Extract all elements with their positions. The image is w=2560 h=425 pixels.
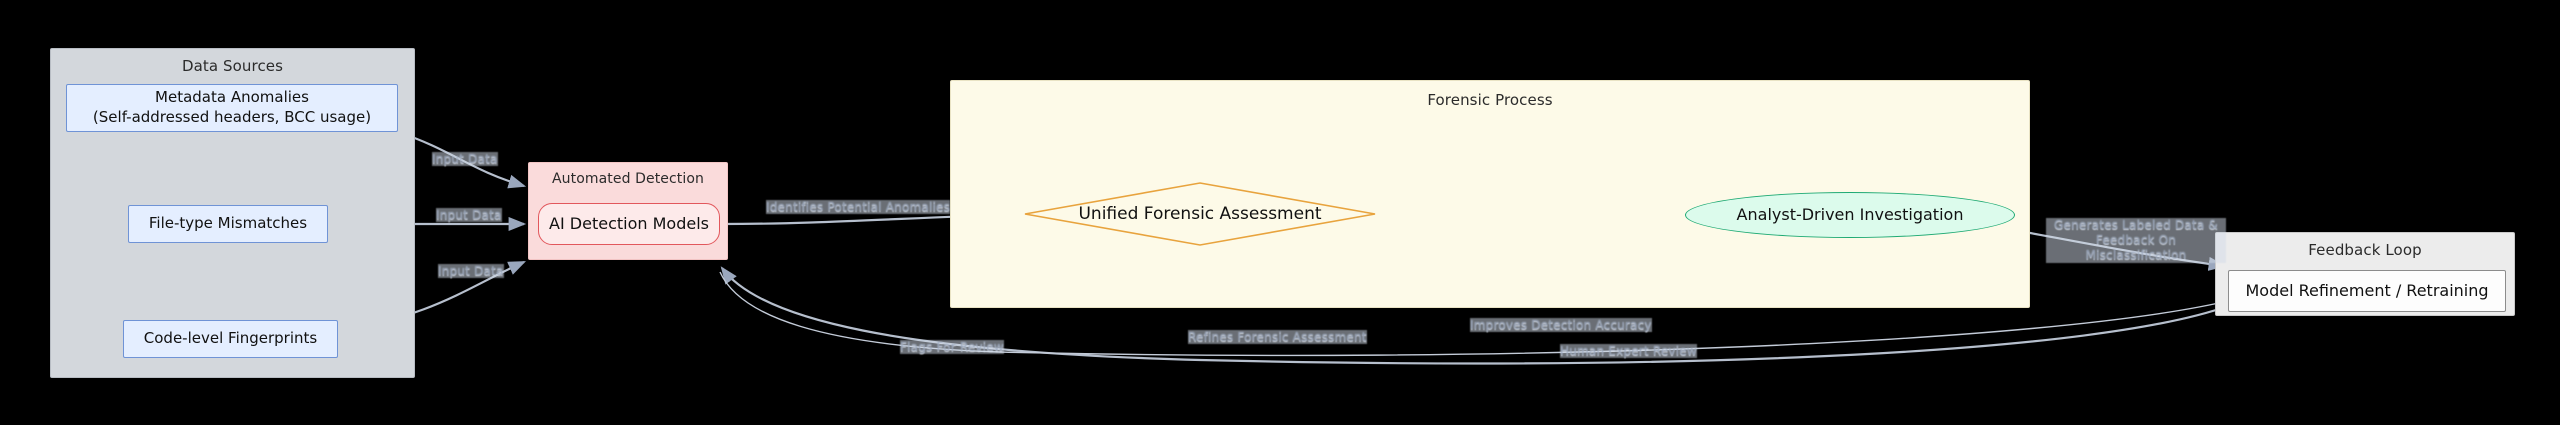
node-ai-detection-models-label: AI Detection Models [549,214,709,234]
edge-label-flags-for-review: Flags For Review [900,340,1004,354]
node-metadata-anomalies-line1: Metadata Anomalies [155,88,309,107]
node-analyst-driven-investigation[interactable]: Analyst-Driven Investigation [1685,192,2015,238]
node-unified-forensic-assessment[interactable]: Unified Forensic Assessment [1030,186,1370,242]
edge-label-input-data-2: Input Data [436,208,502,222]
subgraph-title-feedback-loop: Feedback Loop [2308,241,2422,259]
subgraph-title-data-sources: Data Sources [181,57,284,75]
node-ai-detection-models[interactable]: AI Detection Models [538,203,720,245]
subgraph-title-automated-detection: Automated Detection [551,171,705,187]
edge-label-identifies-potential-anomalies: Identifies Potential Anomalies [766,200,951,214]
edge-label-refines-forensic-assessment: Refines Forensic Assessment [1188,330,1367,344]
node-model-refinement-retraining[interactable]: Model Refinement / Retraining [2228,270,2506,312]
edge-label-generates-labeled-data-line2: Feedback On Misclassification [2085,233,2187,262]
edge-label-improves-detection-accuracy: Improves Detection Accuracy [1470,318,1652,332]
node-unified-forensic-assessment-shape [1024,182,1376,246]
edge-label-input-data-1: Input Data [432,152,498,166]
edge-label-input-data-3: Input Data [438,264,504,278]
node-file-type-mismatches[interactable]: File-type Mismatches [128,205,328,243]
node-metadata-anomalies-line2: (Self-addressed headers, BCC usage) [92,108,372,126]
node-file-type-mismatches-label: File-type Mismatches [148,214,308,233]
node-code-level-fingerprints[interactable]: Code-level Fingerprints [123,320,338,358]
edge-label-human-expert-review: Human Expert Review [1560,344,1697,358]
node-model-refinement-retraining-label: Model Refinement / Retraining [2245,281,2489,301]
node-metadata-anomalies[interactable]: Metadata Anomalies (Self-addressed heade… [66,84,398,132]
edge-label-generates-labeled-data: Generates Labeled Data & Feedback On Mis… [2046,218,2226,263]
node-code-level-fingerprints-label: Code-level Fingerprints [143,329,318,348]
node-analyst-driven-investigation-label: Analyst-Driven Investigation [1736,205,1964,225]
node-unified-forensic-assessment-label: Unified Forensic Assessment [1078,203,1322,224]
node-metadata-anomalies-text: Metadata Anomalies (Self-addressed heade… [93,88,371,128]
edge-label-generates-labeled-data-line1: Generates Labeled Data & [2054,218,2218,232]
subgraph-title-forensic-process: Forensic Process [1427,91,1553,109]
